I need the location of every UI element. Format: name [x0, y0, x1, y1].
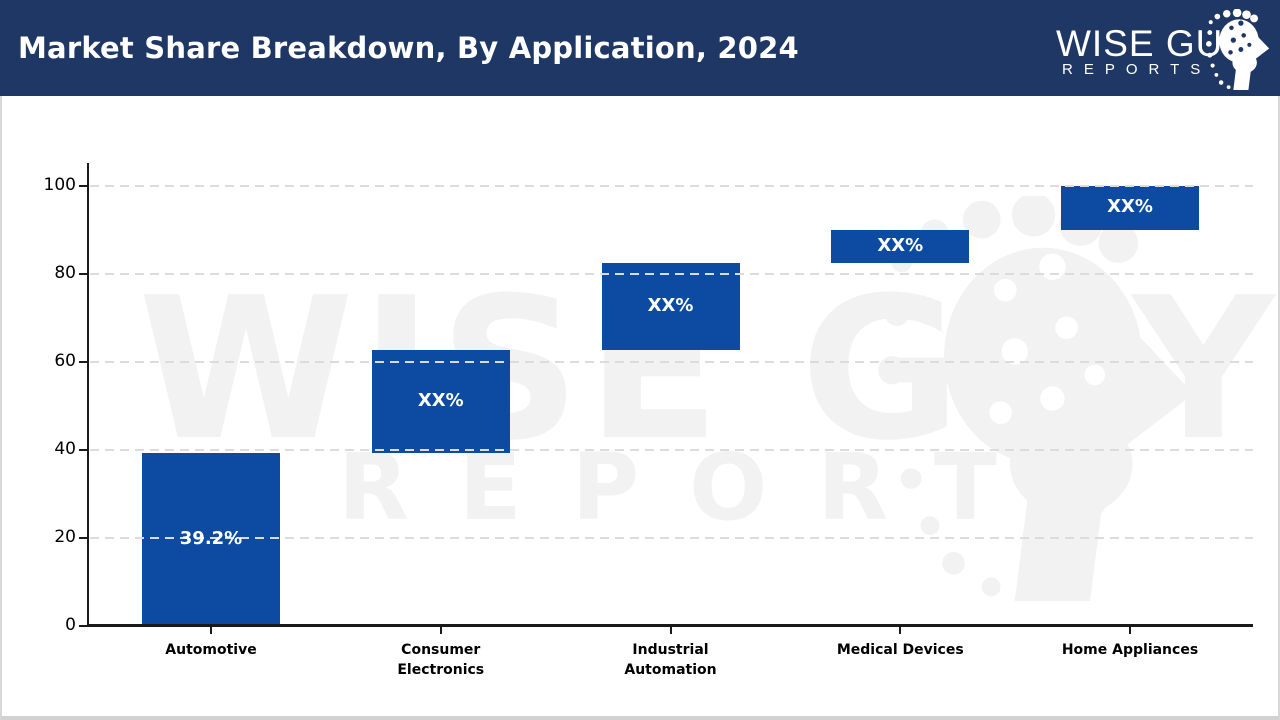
y-gridline-20	[90, 536, 1253, 539]
y-tick-0	[79, 625, 87, 627]
watermark-subtext: REPORTS	[338, 434, 1164, 541]
category-label-automotive: Automotive	[165, 642, 257, 658]
bar-value-label: XX%	[877, 234, 924, 256]
y-tick-100	[79, 184, 87, 187]
y-tick-40	[79, 448, 87, 451]
y-tick-label: 60	[54, 350, 76, 371]
brand-logo-subtext: REPORTS	[1062, 61, 1212, 78]
category-label-industrial-automation: Industrial Automation	[624, 642, 717, 678]
y-tick-20	[79, 536, 87, 539]
y-tick-label: 0	[65, 615, 76, 635]
x-tick-industrial-automation	[669, 627, 672, 634]
x-tick-medical-devices	[899, 627, 902, 634]
bar-value-label: XX%	[647, 294, 694, 316]
y-gridline-100	[90, 184, 1253, 187]
bar-value-label: 39.2%	[179, 527, 243, 549]
y-gridline-80	[90, 272, 1253, 275]
bar-industrial-automation	[601, 263, 740, 351]
category-label-consumer-electronics: Consumer Electronics	[397, 642, 485, 678]
category-label-home-appliances: Home Appliances	[1061, 642, 1199, 658]
bar-home-appliances	[1061, 185, 1199, 230]
y-tick-label: 20	[54, 526, 76, 547]
page-title: Market Share Breakdown, By Application, …	[18, 31, 799, 65]
y-tick-label: 100	[43, 174, 76, 195]
x-tick-consumer-electronics	[439, 627, 442, 634]
bar-value-label: XX%	[1107, 195, 1153, 217]
bar-automotive	[142, 453, 280, 626]
brand-logo-wordmark: WISE GUY	[1056, 23, 1250, 64]
y-tick-label: 40	[54, 438, 76, 459]
x-tick-automotive	[210, 627, 212, 634]
x-tick-home-appliances	[1129, 627, 1131, 634]
y-tick-label: 80	[54, 262, 76, 283]
header-bar: Market Share Breakdown, By Application, …	[0, 0, 1280, 96]
x-axis-line	[87, 624, 1253, 627]
y-gridline-60	[90, 360, 1253, 363]
bar-value-label: XX%	[417, 389, 464, 411]
brand-logo: WISE GUY REPORTS	[1018, 5, 1270, 91]
category-label-medical-devices: Medical Devices	[836, 642, 964, 658]
bar-consumer-electronics	[371, 350, 510, 454]
y-tick-80	[79, 272, 87, 275]
y-tick-60	[79, 360, 87, 363]
y-axis-line	[87, 163, 89, 626]
bar-medical-devices	[831, 229, 970, 264]
y-gridline-40	[90, 448, 1253, 451]
